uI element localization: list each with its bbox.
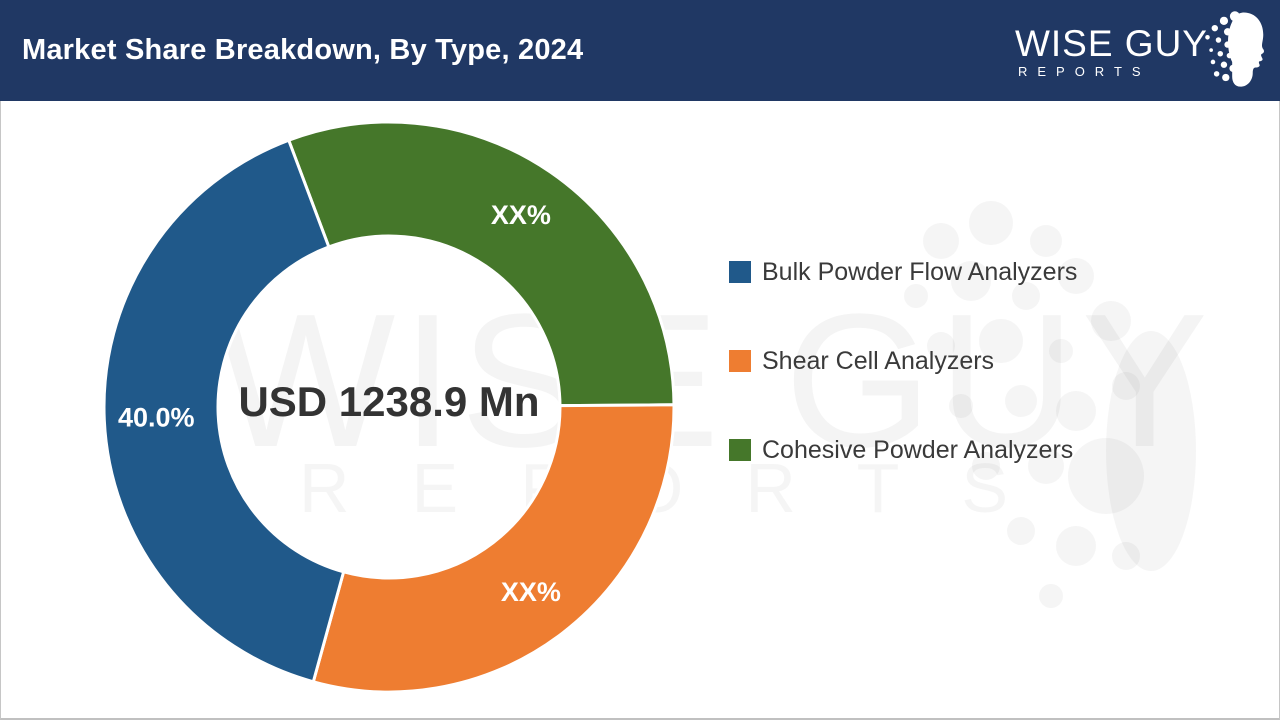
logo-subtitle: REPORTS xyxy=(1017,63,1151,79)
legend-label: Cohesive Powder Analyzers xyxy=(762,436,1074,464)
page-title: Market Share Breakdown, By Type, 2024 xyxy=(22,34,584,66)
segment-label: 40.0% xyxy=(118,403,195,433)
logo-wordmark: WISE GUY xyxy=(1014,22,1208,64)
logo-text: WISE GUY REPORTS xyxy=(1015,25,1208,78)
chart-area: WISE GUY REPORTS xyxy=(0,101,1280,720)
donut-segment xyxy=(287,120,676,408)
legend-item: Shear Cell Analyzers xyxy=(729,347,1077,375)
donut-segment xyxy=(311,403,676,694)
segment-label: XX% xyxy=(501,577,561,607)
donut-segment xyxy=(102,138,346,684)
legend-swatch xyxy=(729,261,751,283)
wiseguy-face-icon xyxy=(1205,11,1265,87)
donut-chart: XX% XX% 40.0% xyxy=(102,120,676,694)
legend-swatch xyxy=(729,350,751,372)
legend: Bulk Powder Flow Analyzers Shear Cell An… xyxy=(729,258,1077,525)
donut-center-value: USD 1238.9 Mn xyxy=(238,378,540,425)
legend-item: Bulk Powder Flow Analyzers xyxy=(729,258,1077,286)
segment-label: XX% xyxy=(491,200,551,230)
header-bar: Market Share Breakdown, By Type, 2024 WI… xyxy=(0,0,1280,101)
legend-label: Shear Cell Analyzers xyxy=(762,347,995,375)
legend-label: Bulk Powder Flow Analyzers xyxy=(762,258,1078,286)
wiseguy-logo: WISE GUY REPORTS xyxy=(1015,5,1266,97)
legend-item: Cohesive Powder Analyzers xyxy=(729,436,1077,464)
legend-swatch xyxy=(729,439,751,461)
